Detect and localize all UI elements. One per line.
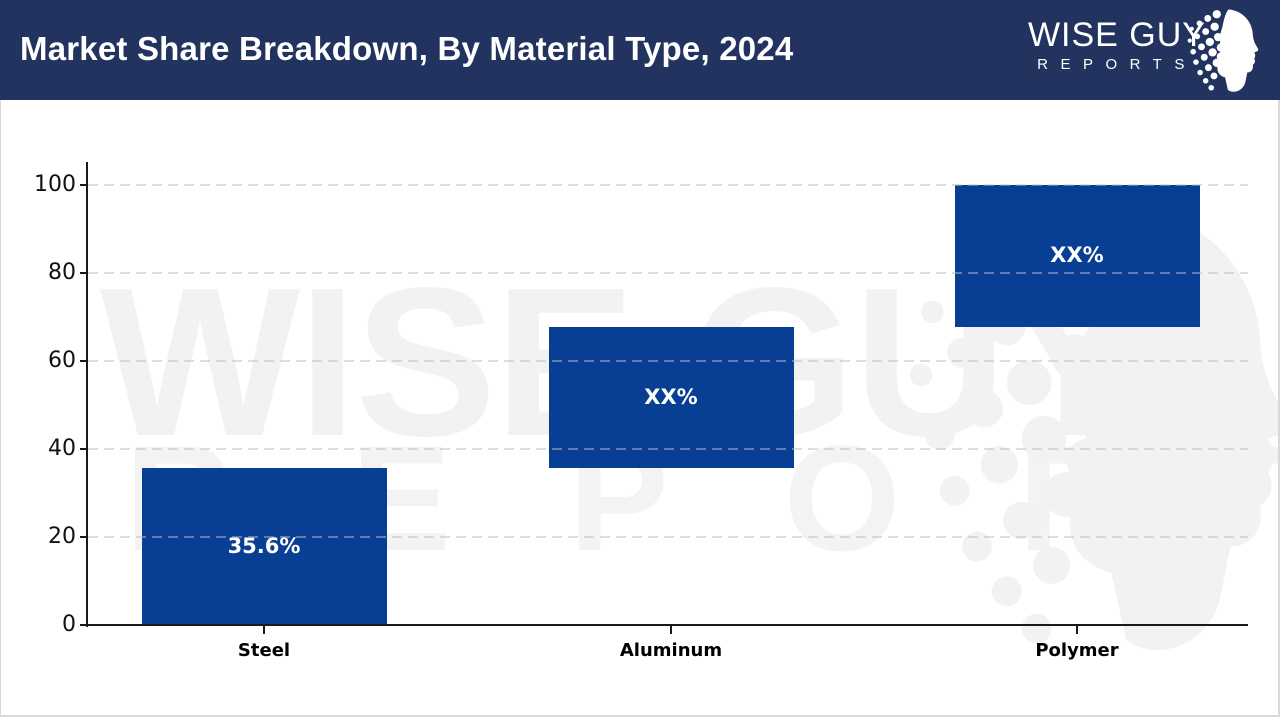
page-title: Market Share Breakdown, By Material Type…: [20, 30, 794, 67]
gridline: [88, 448, 1248, 450]
y-tick-label: 0: [62, 612, 76, 637]
y-tick-label: 60: [48, 348, 76, 373]
gridline: [88, 272, 1248, 274]
y-tick: [80, 272, 88, 274]
bar-value-label: XX%: [644, 384, 698, 409]
y-tick-label: 100: [34, 172, 76, 197]
bar-segment: XX%: [954, 185, 1200, 328]
x-category-label: Polymer: [1035, 640, 1119, 661]
y-tick-label: 20: [48, 524, 76, 549]
chart-card: WISE GUY R E P O R T S 02040608010035.6%…: [0, 100, 1280, 720]
y-tick: [80, 360, 88, 362]
y-tick: [80, 624, 88, 626]
x-category-label: Aluminum: [619, 640, 723, 661]
y-tick: [80, 448, 88, 450]
x-category-label: Steel: [237, 640, 291, 661]
bar-segment: XX%: [548, 327, 794, 469]
y-tick-label: 80: [48, 260, 76, 285]
brand-wordmark-line1: WISE GUY: [1027, 16, 1206, 54]
header-bar: Market Share Breakdown, By Material Type…: [0, 0, 1280, 100]
x-tick: [670, 626, 672, 634]
card-bottom-border: [1, 715, 1279, 717]
y-tick: [80, 536, 88, 538]
card-left-border: [0, 100, 1, 717]
x-tick: [263, 626, 265, 634]
gridline: [88, 360, 1248, 362]
gridline: [88, 184, 1248, 186]
y-tick-label: 40: [48, 436, 76, 461]
y-axis: [86, 162, 88, 627]
x-tick: [1076, 626, 1078, 634]
gridline: [88, 536, 1248, 538]
bar-segment: 35.6%: [141, 468, 387, 625]
card-right-border: [1278, 100, 1280, 717]
brand-wordmark-line2: REPORTS: [1037, 56, 1197, 73]
bar-value-label: XX%: [1050, 242, 1104, 267]
x-axis: [86, 624, 1248, 626]
wiseguy-face-icon: [1180, 8, 1266, 94]
y-tick: [80, 184, 88, 186]
brand-wordmark: WISE GUY REPORTS: [1028, 18, 1206, 73]
brand-logo: WISE GUY REPORTS: [1028, 10, 1266, 94]
